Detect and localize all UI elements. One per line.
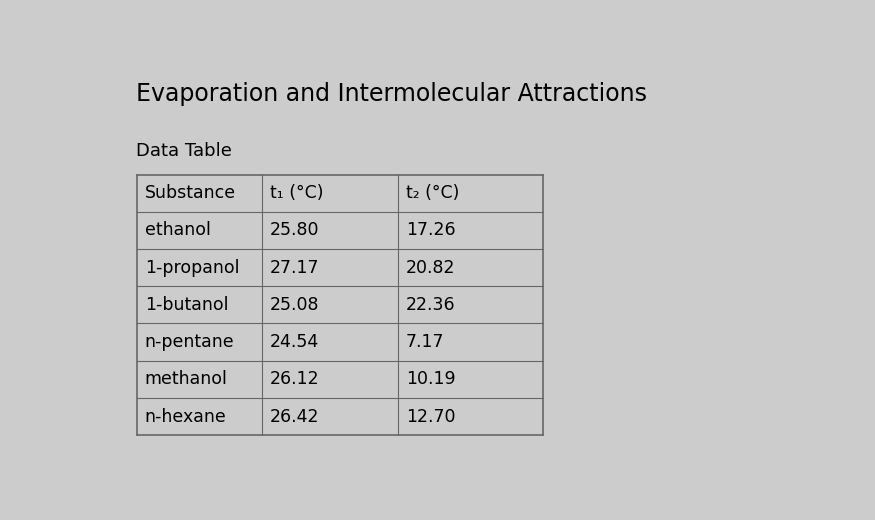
Text: Evaporation and Intermolecular Attractions: Evaporation and Intermolecular Attractio… <box>136 82 648 107</box>
Text: Substance: Substance <box>144 184 235 202</box>
Text: n-pentane: n-pentane <box>144 333 234 351</box>
Text: 17.26: 17.26 <box>406 222 455 239</box>
Text: 27.17: 27.17 <box>270 258 319 277</box>
Text: 7.17: 7.17 <box>406 333 444 351</box>
Text: methanol: methanol <box>144 370 228 388</box>
Text: 20.82: 20.82 <box>406 258 455 277</box>
Text: 24.54: 24.54 <box>270 333 319 351</box>
Text: ethanol: ethanol <box>144 222 211 239</box>
Text: 25.80: 25.80 <box>270 222 319 239</box>
Text: 26.42: 26.42 <box>270 408 319 425</box>
Text: 22.36: 22.36 <box>406 296 455 314</box>
Text: 25.08: 25.08 <box>270 296 319 314</box>
Text: 26.12: 26.12 <box>270 370 319 388</box>
Text: 12.70: 12.70 <box>406 408 455 425</box>
Text: t₁ (°C): t₁ (°C) <box>270 184 324 202</box>
Text: t₂ (°C): t₂ (°C) <box>406 184 459 202</box>
Text: n-hexane: n-hexane <box>144 408 227 425</box>
Text: 10.19: 10.19 <box>406 370 455 388</box>
Text: Data Table: Data Table <box>136 142 233 161</box>
Text: 1-propanol: 1-propanol <box>144 258 239 277</box>
Text: 1-butanol: 1-butanol <box>144 296 228 314</box>
